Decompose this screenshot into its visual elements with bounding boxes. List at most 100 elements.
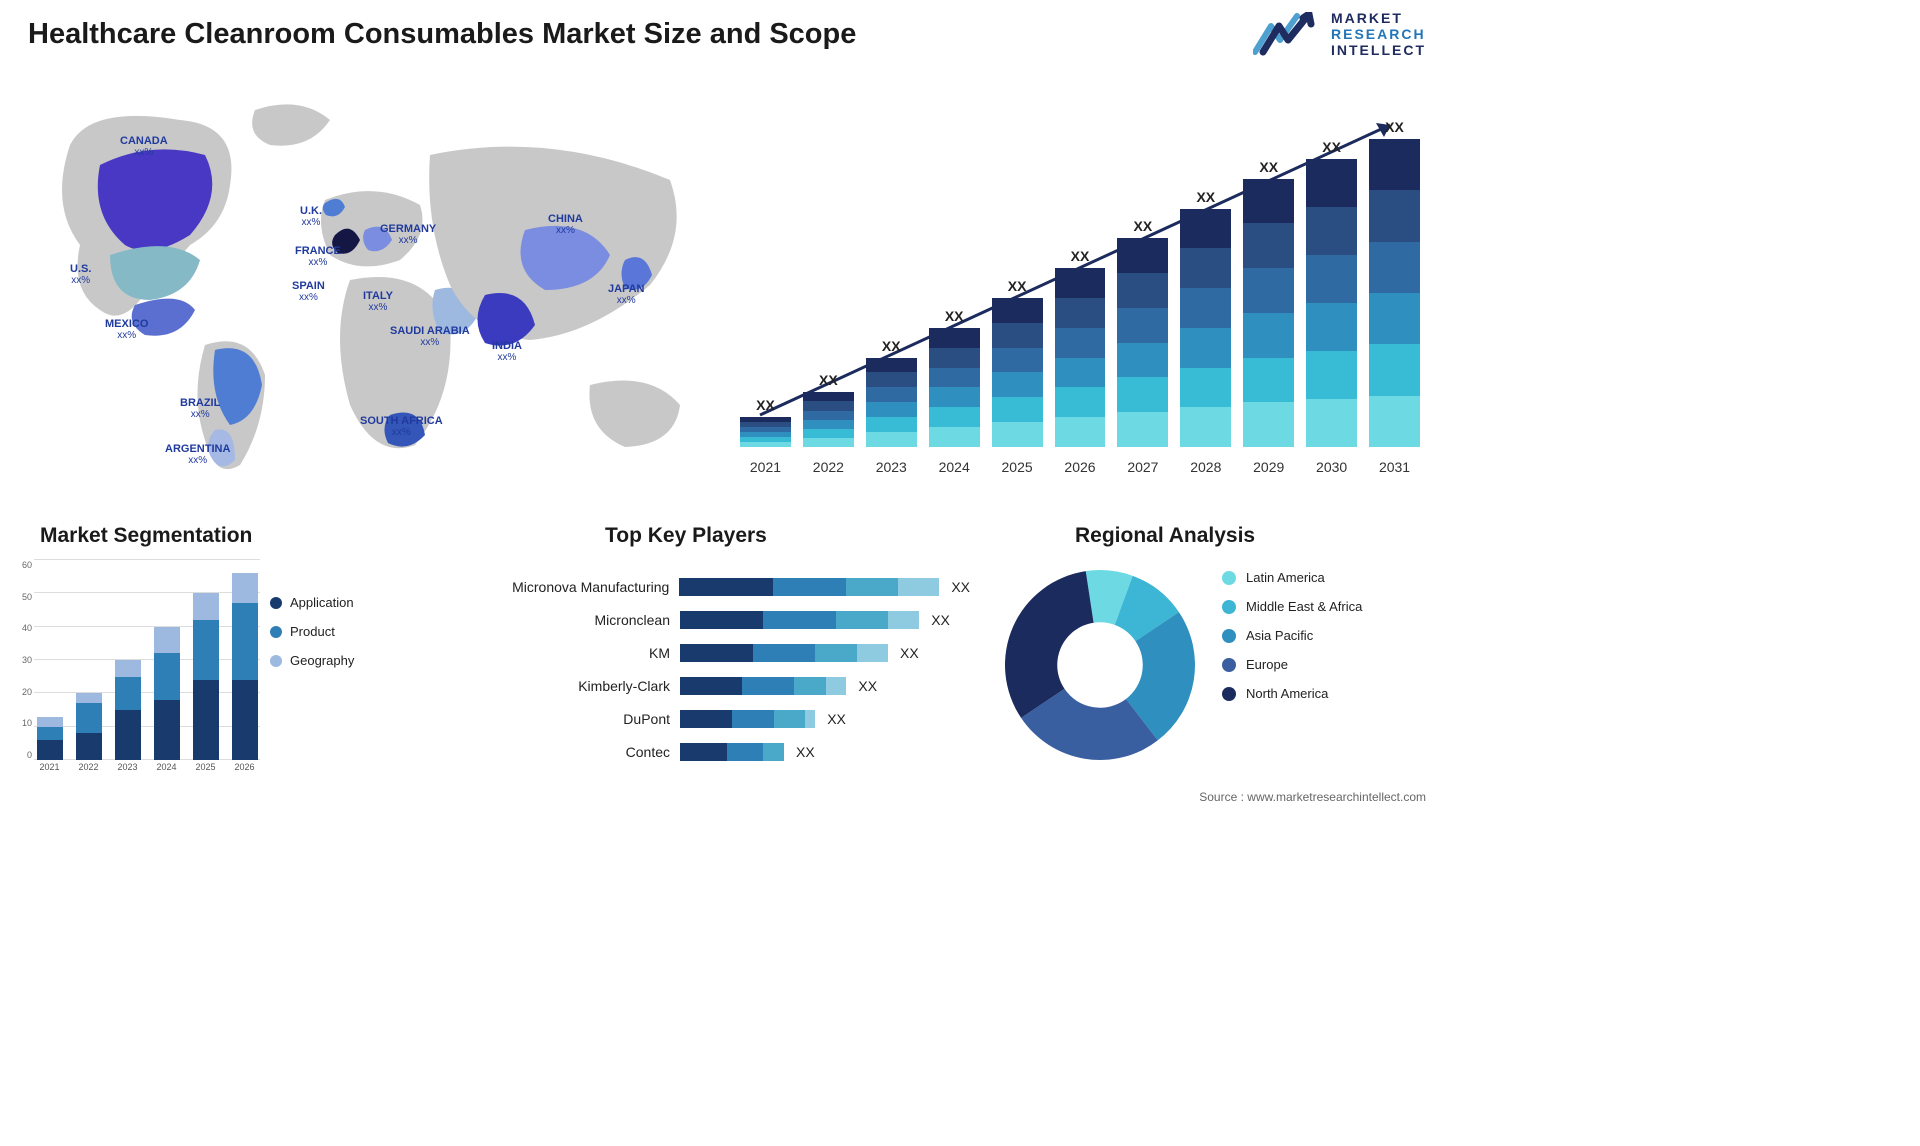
bar-segment: [1243, 358, 1294, 403]
bar-segment: [154, 700, 180, 760]
bar-segment: [866, 358, 917, 373]
bar-segment: [763, 611, 836, 629]
map-label: CANADAxx%: [120, 135, 168, 158]
legend-swatch: [270, 655, 282, 667]
player-name: DuPont: [490, 711, 680, 727]
legend-swatch: [1222, 687, 1236, 701]
player-bar: [680, 611, 919, 629]
map-label: FRANCExx%: [295, 245, 341, 268]
bar-segment: [1306, 255, 1357, 303]
bar-segment: [866, 402, 917, 417]
map-label: CHINAxx%: [548, 213, 583, 236]
legend-swatch: [270, 597, 282, 609]
legend-label: Latin America: [1246, 570, 1325, 585]
player-value-label: XX: [796, 744, 815, 760]
bar-segment: [857, 644, 888, 662]
logo-mark-icon: [1253, 12, 1323, 56]
x-axis-label: 2031: [1369, 459, 1420, 475]
bar-value-label: XX: [1117, 218, 1168, 234]
bar-column: XX: [929, 308, 980, 447]
bar-segment: [753, 644, 815, 662]
bar-column: XX: [992, 278, 1043, 447]
bar-segment: [1243, 313, 1294, 358]
map-label: MEXICOxx%: [105, 318, 148, 341]
legend-item: Latin America: [1222, 570, 1362, 585]
bar-segment: [115, 677, 141, 710]
map-label: INDIAxx%: [492, 340, 522, 363]
bar-segment: [1243, 179, 1294, 224]
map-label: U.K.xx%: [300, 205, 322, 228]
bar-segment: [1117, 238, 1168, 273]
bar-segment: [992, 397, 1043, 422]
legend-label: Asia Pacific: [1246, 628, 1313, 643]
bar-segment: [1369, 139, 1420, 190]
legend-label: Europe: [1246, 657, 1288, 672]
y-tick-label: 0: [10, 750, 32, 760]
bar-segment: [680, 710, 732, 728]
bar-segment: [1117, 343, 1168, 378]
bar-segment: [680, 611, 763, 629]
segmentation-legend: ApplicationProductGeography: [270, 595, 354, 682]
map-label: SAUDI ARABIAxx%: [390, 325, 470, 348]
bar-segment: [803, 429, 854, 438]
bar-segment: [929, 427, 980, 447]
source-text: Source : www.marketresearchintellect.com: [1199, 790, 1426, 804]
bar-segment: [1055, 387, 1106, 417]
bar-segment: [803, 438, 854, 447]
bar-segment: [154, 627, 180, 654]
bar-segment: [1055, 268, 1106, 298]
bar-segment: [1180, 407, 1231, 447]
bar-column: XX: [1369, 119, 1420, 447]
legend-label: Middle East & Africa: [1246, 599, 1362, 614]
page-title: Healthcare Cleanroom Consumables Market …: [28, 18, 856, 51]
bar-segment: [774, 710, 805, 728]
bar-column: [193, 593, 219, 760]
x-axis-label: 2022: [803, 459, 854, 475]
bar-segment: [1117, 412, 1168, 447]
bar-segment: [232, 603, 258, 680]
logo-text: MARKET RESEARCH INTELLECT: [1331, 10, 1426, 58]
player-row: MicroncleanXX: [490, 603, 970, 636]
x-axis-label: 2029: [1243, 459, 1294, 475]
player-value-label: XX: [827, 711, 846, 727]
legend-item: Asia Pacific: [1222, 628, 1362, 643]
bar-segment: [846, 578, 898, 596]
bar-column: XX: [1243, 159, 1294, 447]
x-axis-label: 2025: [992, 459, 1043, 475]
bar-segment: [1243, 268, 1294, 313]
bar-segment: [763, 743, 784, 761]
bar-column: [115, 660, 141, 760]
bar-column: XX: [866, 338, 917, 447]
bar-segment: [154, 653, 180, 700]
bar-column: XX: [1117, 218, 1168, 447]
player-value-label: XX: [900, 645, 919, 661]
legend-item: North America: [1222, 686, 1362, 701]
bar-segment: [115, 710, 141, 760]
bar-segment: [803, 420, 854, 429]
map-label: U.S.xx%: [70, 263, 91, 286]
bar-value-label: XX: [1369, 119, 1420, 135]
bar-segment: [1306, 207, 1357, 255]
bar-segment: [1180, 248, 1231, 288]
bar-column: [232, 573, 258, 760]
bar-value-label: XX: [1306, 139, 1357, 155]
bar-segment: [773, 578, 846, 596]
bar-segment: [1180, 288, 1231, 328]
segmentation-heading: Market Segmentation: [40, 524, 252, 548]
bar-segment: [1306, 159, 1357, 207]
bar-value-label: XX: [992, 278, 1043, 294]
legend-item: Geography: [270, 653, 354, 668]
world-map: CANADAxx%U.S.xx%MEXICOxx%BRAZILxx%ARGENT…: [30, 85, 710, 485]
bar-segment: [929, 387, 980, 407]
x-axis-label: 2025: [193, 762, 219, 780]
logo-line3: INTELLECT: [1331, 42, 1426, 58]
bar-segment: [680, 677, 742, 695]
player-name: Micronova Manufacturing: [490, 579, 679, 595]
bar-segment: [232, 680, 258, 760]
x-axis-label: 2026: [232, 762, 258, 780]
logo-line1: MARKET: [1331, 10, 1426, 26]
legend-item: Application: [270, 595, 354, 610]
bar-segment: [1055, 328, 1106, 358]
bar-column: XX: [803, 372, 854, 447]
bar-segment: [866, 417, 917, 432]
